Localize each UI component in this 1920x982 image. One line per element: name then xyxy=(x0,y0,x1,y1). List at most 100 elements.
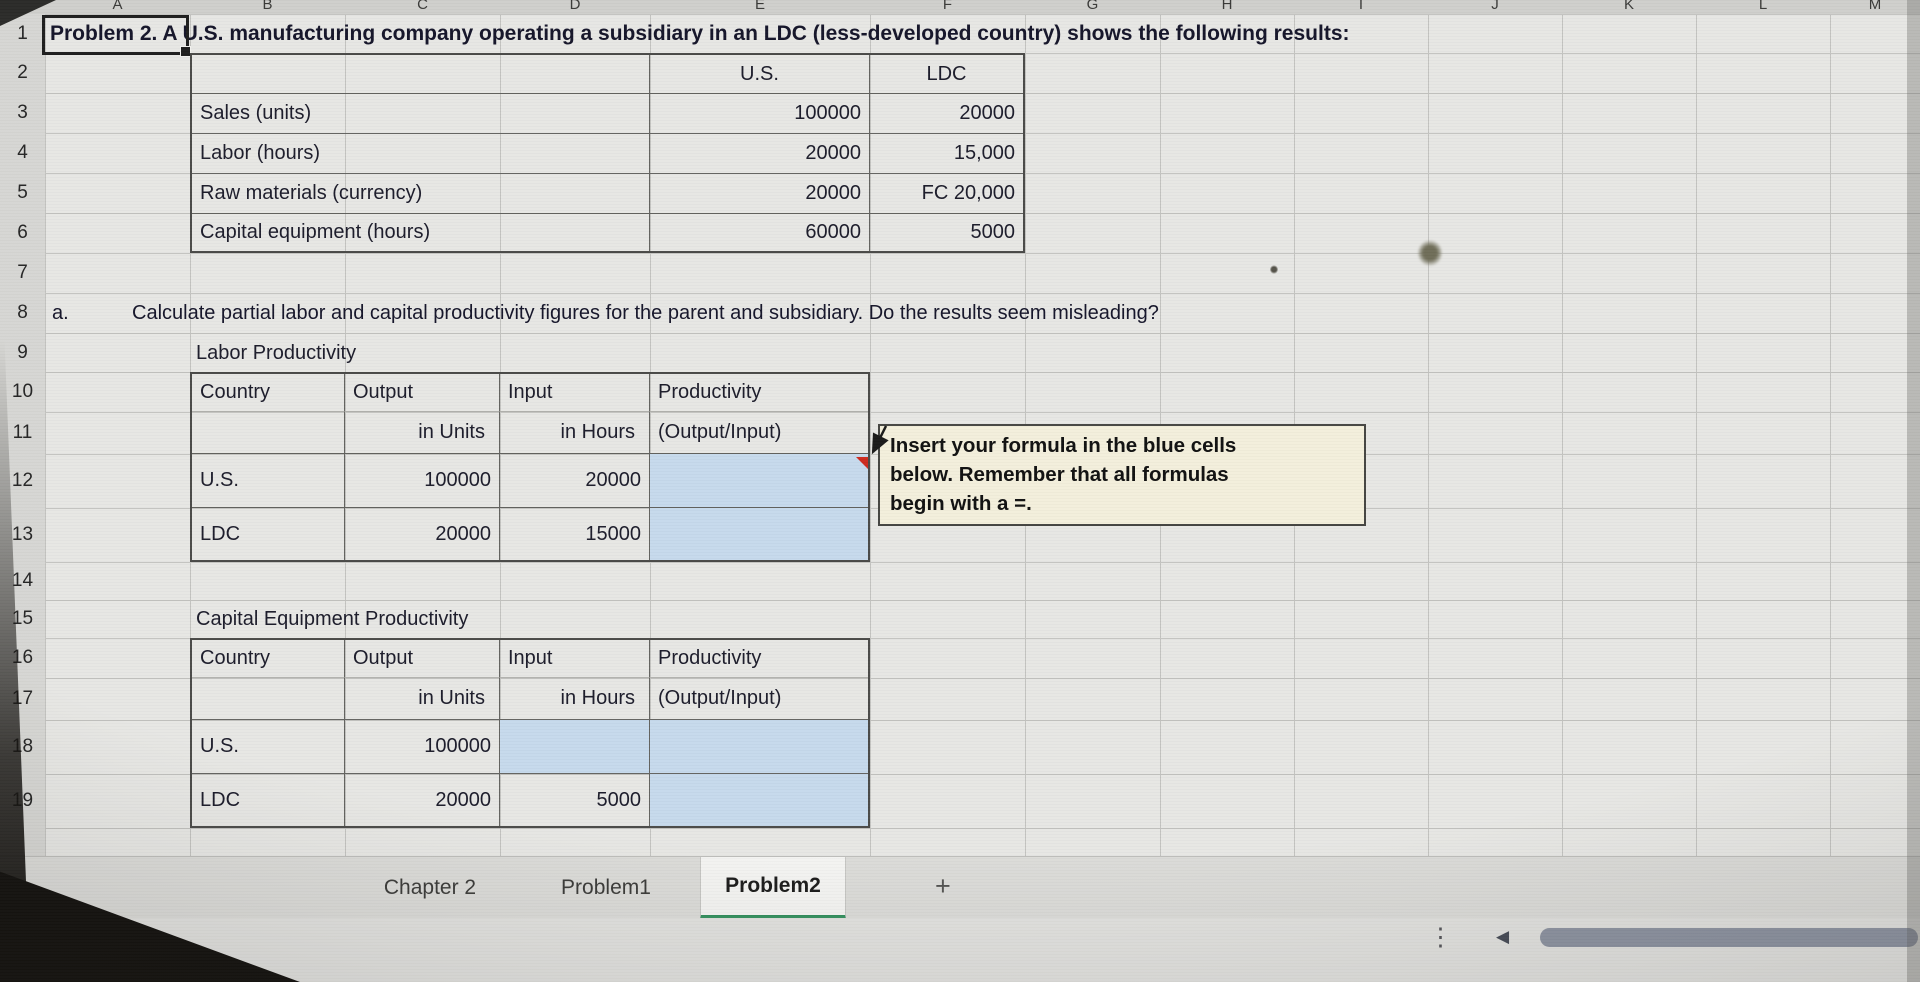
labor-header[interactable]: Input xyxy=(500,374,650,412)
problem-title: Problem 2. A U.S. manufacturing company … xyxy=(50,22,1350,45)
column-header-F[interactable]: F xyxy=(942,0,953,13)
active-cell-selection[interactable] xyxy=(42,15,191,57)
data-table-header-ldc[interactable]: LDC xyxy=(870,55,1023,94)
row-header-3[interactable]: 3 xyxy=(17,102,28,123)
data-table: U.S. LDC Sales (units) 100000 20000 Labo… xyxy=(190,53,1025,253)
labor-input-cell[interactable]: 15000 xyxy=(500,508,650,560)
column-header-M[interactable]: M xyxy=(1868,0,1882,13)
column-header-G[interactable]: G xyxy=(1086,0,1099,13)
more-options-icon[interactable]: ⋮ xyxy=(1428,923,1453,951)
capital-productivity-table: Country Output Input Productivity in Uni… xyxy=(190,638,870,828)
gridline xyxy=(45,14,1920,15)
capital-subheader[interactable]: in Units xyxy=(345,678,500,720)
labor-country-cell[interactable]: LDC xyxy=(192,508,345,560)
gridline xyxy=(45,828,1920,829)
capital-header[interactable]: Output xyxy=(345,640,500,678)
row-header-6[interactable]: 6 xyxy=(17,222,28,243)
labor-subheader[interactable]: (Output/Input) xyxy=(650,412,868,454)
formula-cell-labor-us[interactable] xyxy=(650,454,868,508)
scrollbar-thumb[interactable] xyxy=(1540,928,1918,947)
gridline xyxy=(45,372,1920,373)
row-header-7[interactable]: 7 xyxy=(17,262,28,283)
labor-input-cell[interactable]: 20000 xyxy=(500,454,650,508)
formula-cell-labor-ldc[interactable] xyxy=(650,508,868,560)
gridline xyxy=(45,253,1920,254)
row-header-8[interactable]: 8 xyxy=(17,302,28,323)
capital-input-cell[interactable]: 5000 xyxy=(500,774,650,826)
row-header-13[interactable]: 13 xyxy=(11,524,34,545)
labor-header[interactable]: Output xyxy=(345,374,500,412)
row-header-10[interactable]: 10 xyxy=(11,381,34,402)
data-table-cell[interactable]: 5000 xyxy=(970,221,1016,243)
column-header-E[interactable]: E xyxy=(754,0,766,13)
data-table-row-label[interactable]: Raw materials (currency) xyxy=(192,174,650,214)
capital-output-cell[interactable]: 100000 xyxy=(345,720,500,774)
data-table-cell[interactable]: 100000 xyxy=(650,94,870,134)
labor-subheader[interactable]: in Units xyxy=(345,412,500,454)
row-header-2[interactable]: 2 xyxy=(17,62,28,83)
capital-subheader[interactable]: (Output/Input) xyxy=(650,678,868,720)
screen-smudge xyxy=(1270,265,1278,274)
row-header-1[interactable]: 1 xyxy=(17,22,28,44)
capital-country-cell[interactable]: LDC xyxy=(192,774,345,826)
labor-country-cell[interactable]: U.S. xyxy=(192,454,345,508)
data-table-row-label[interactable]: Capital equipment (hours) xyxy=(192,214,650,251)
formula-cell-capital-ldc[interactable] xyxy=(650,774,868,826)
data-table-corner-cell[interactable] xyxy=(192,55,650,94)
labor-output-cell[interactable]: 100000 xyxy=(345,454,500,508)
column-header-L[interactable]: L xyxy=(1758,0,1768,13)
instruction-note-box[interactable]: Insert your formula in the blue cells be… xyxy=(878,424,1366,526)
formula-cell-capital-us[interactable] xyxy=(650,720,868,774)
data-table-cell[interactable]: FC 20,000 xyxy=(870,174,1023,214)
column-header-B[interactable]: B xyxy=(262,0,273,13)
column-header-D[interactable]: D xyxy=(569,0,581,13)
row-header-14[interactable]: 14 xyxy=(11,570,34,591)
data-table-cell[interactable]: 20000 xyxy=(650,174,870,214)
sheet-tab-bar: Chapter 2 Problem1 Problem2 + xyxy=(0,856,1920,919)
scroll-left-icon[interactable]: ◀ xyxy=(1496,927,1510,946)
formula-cell-capital-us-input[interactable] xyxy=(500,720,650,774)
labor-header[interactable]: Productivity xyxy=(650,374,868,412)
capital-header[interactable]: Input xyxy=(500,640,650,678)
labor-subheader[interactable]: in Hours xyxy=(500,412,650,454)
row-header-5[interactable]: 5 xyxy=(17,182,28,203)
row-header-11[interactable]: 11 xyxy=(12,422,33,443)
gridline xyxy=(45,678,1920,679)
labor-header[interactable]: Country xyxy=(192,374,345,412)
capital-country-cell[interactable]: U.S. xyxy=(192,720,345,774)
column-headers: A B C D E F G H I J K L M xyxy=(0,0,1920,15)
tab-problem1[interactable]: Problem1 xyxy=(561,876,651,899)
fill-handle[interactable] xyxy=(180,46,191,57)
labor-output-cell[interactable]: 20000 xyxy=(345,508,500,560)
column-header-A[interactable]: A xyxy=(112,0,123,13)
capital-header[interactable]: Productivity xyxy=(650,640,868,678)
add-sheet-button[interactable]: + xyxy=(935,871,951,901)
column-header-C[interactable]: C xyxy=(417,0,428,13)
column-header-K[interactable]: K xyxy=(1623,0,1635,13)
capital-subheader[interactable]: in Hours xyxy=(500,678,650,720)
capital-subheader[interactable] xyxy=(192,678,345,720)
data-table-cell[interactable]: 20000 xyxy=(870,94,1023,134)
row-header-15[interactable]: 15 xyxy=(11,608,34,629)
data-table-row-label[interactable]: Labor (hours) xyxy=(192,134,650,174)
data-table-cell[interactable]: 20000 xyxy=(650,134,870,174)
row-header-12[interactable]: 12 xyxy=(11,470,34,491)
data-table-cell[interactable]: 60000 xyxy=(650,214,870,251)
row-header-9[interactable]: 9 xyxy=(17,341,28,363)
tab-chapter-2[interactable]: Chapter 2 xyxy=(383,876,477,899)
capital-output-cell[interactable]: 20000 xyxy=(345,774,500,826)
tab-problem2-active[interactable]: Problem2 xyxy=(700,857,846,919)
labor-subheader[interactable] xyxy=(192,412,345,454)
capital-header[interactable]: Country xyxy=(192,640,345,678)
data-table-header-us[interactable]: U.S. xyxy=(650,55,870,94)
column-header-H[interactable]: H xyxy=(1221,0,1233,13)
gridline xyxy=(45,638,1920,639)
question-label: a. xyxy=(52,302,69,324)
column-header-J[interactable]: J xyxy=(1491,0,1499,13)
data-table-cell[interactable]: 15,000 xyxy=(870,134,1023,174)
row-header-4[interactable]: 4 xyxy=(17,142,28,163)
data-table-row-label[interactable]: Sales (units) xyxy=(192,94,650,134)
column-header-I[interactable]: I xyxy=(1358,0,1364,13)
screen-edge-shade xyxy=(1907,0,1920,982)
